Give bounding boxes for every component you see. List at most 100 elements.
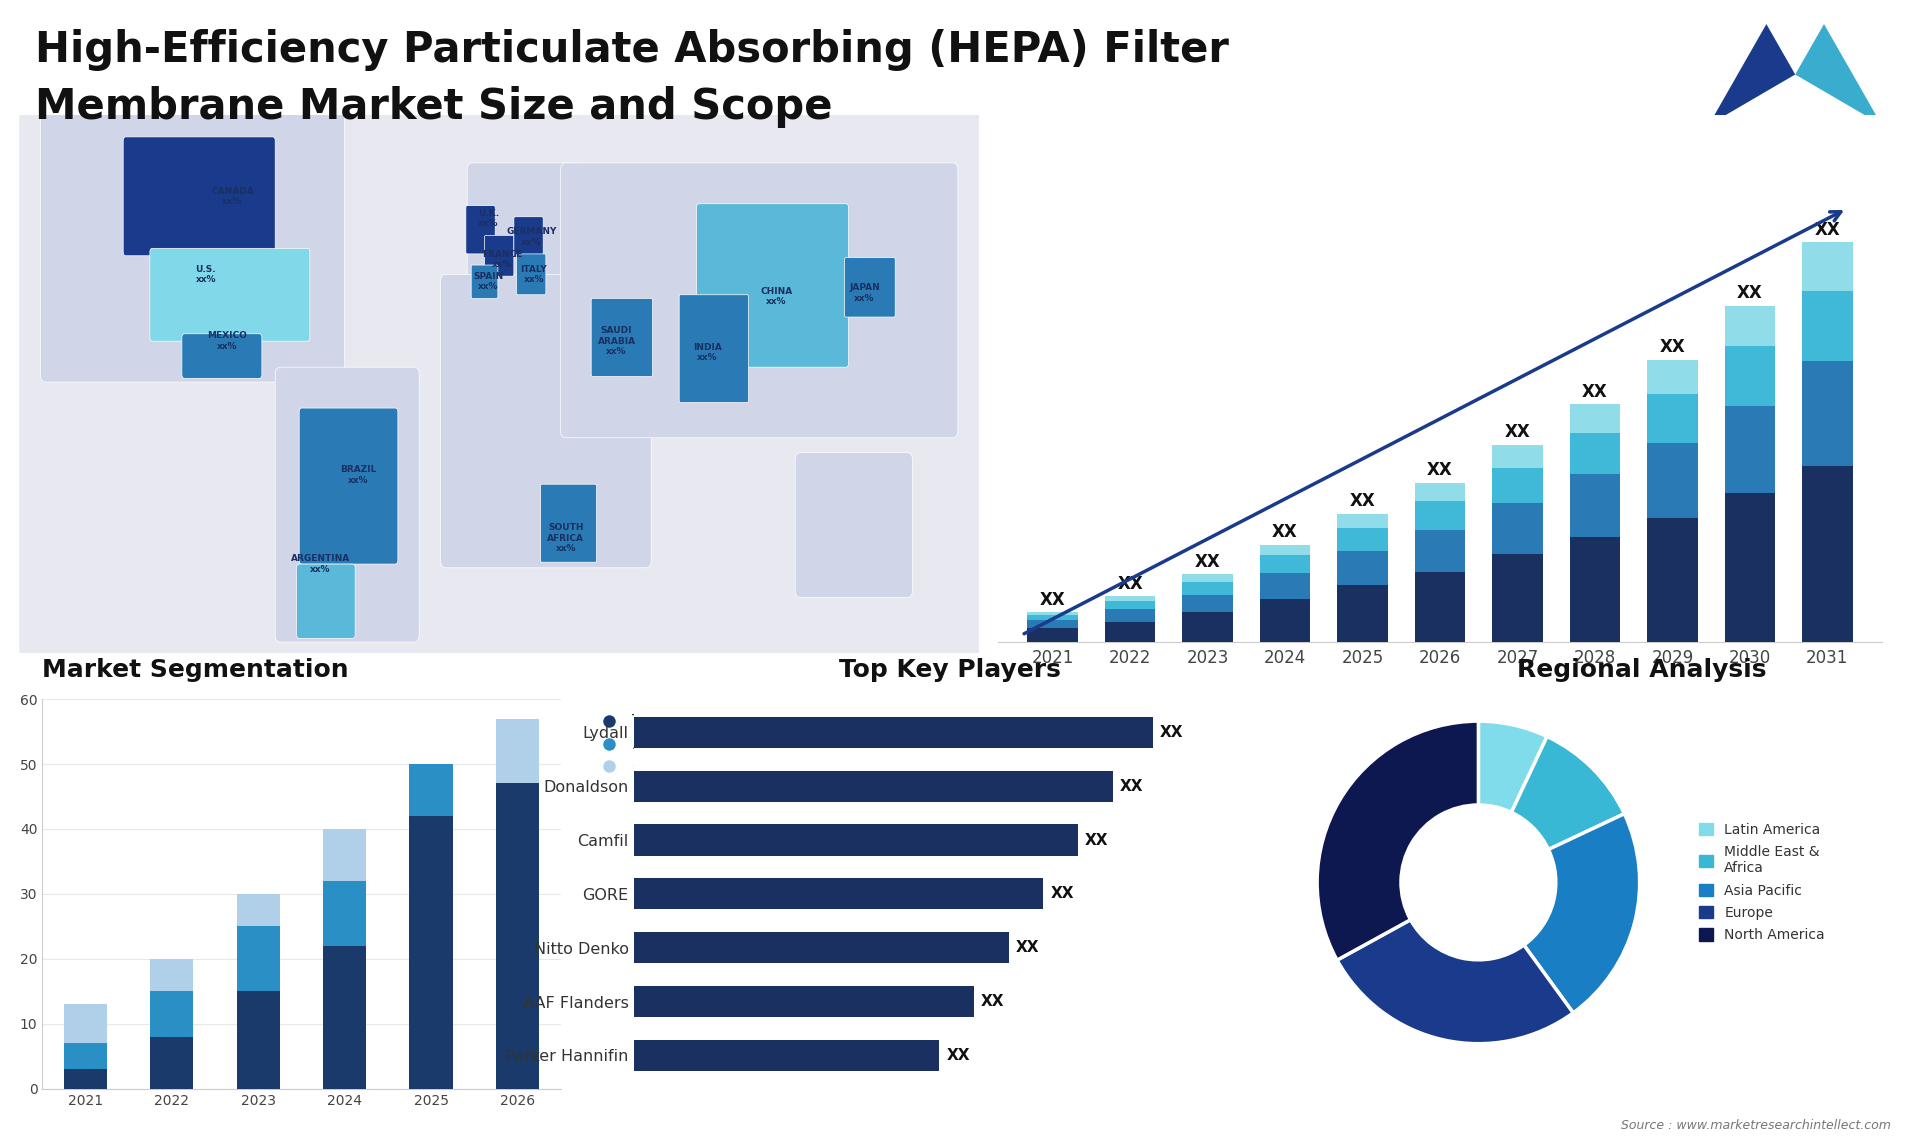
Bar bbox=[1104, 610, 1156, 621]
Text: XX: XX bbox=[1582, 383, 1607, 401]
Text: XX: XX bbox=[1041, 590, 1066, 609]
Text: U.K.
xx%: U.K. xx% bbox=[478, 209, 499, 228]
Bar bbox=[1492, 468, 1542, 503]
Bar bbox=[1104, 602, 1156, 610]
Text: Regional Analysis: Regional Analysis bbox=[1517, 658, 1766, 682]
Bar bbox=[634, 716, 1152, 748]
FancyBboxPatch shape bbox=[697, 204, 849, 367]
Bar bbox=[1647, 360, 1697, 393]
FancyBboxPatch shape bbox=[40, 108, 344, 382]
Wedge shape bbox=[1317, 721, 1478, 960]
FancyBboxPatch shape bbox=[467, 163, 584, 308]
Wedge shape bbox=[1511, 737, 1624, 849]
Bar bbox=[409, 764, 453, 816]
Bar bbox=[1647, 393, 1697, 444]
Bar bbox=[323, 881, 367, 945]
Bar bbox=[1183, 612, 1233, 642]
Text: U.S.
xx%: U.S. xx% bbox=[196, 265, 217, 284]
Text: Market Segmentation: Market Segmentation bbox=[42, 658, 349, 682]
Text: High-Efficiency Particulate Absorbing (HEPA) Filter: High-Efficiency Particulate Absorbing (H… bbox=[35, 29, 1229, 71]
Bar bbox=[1724, 346, 1776, 406]
FancyBboxPatch shape bbox=[19, 115, 979, 653]
Text: XX: XX bbox=[1273, 524, 1298, 541]
Wedge shape bbox=[1524, 814, 1640, 1013]
FancyBboxPatch shape bbox=[275, 367, 419, 642]
Bar bbox=[1183, 574, 1233, 582]
Bar bbox=[1415, 502, 1465, 529]
FancyBboxPatch shape bbox=[484, 235, 515, 276]
Bar bbox=[1492, 503, 1542, 554]
Bar bbox=[1803, 243, 1853, 291]
Bar bbox=[1571, 405, 1620, 433]
Bar bbox=[63, 1004, 108, 1043]
Bar bbox=[1647, 518, 1697, 642]
Legend: Type, Application, Geography: Type, Application, Geography bbox=[593, 714, 718, 775]
Bar bbox=[1724, 306, 1776, 346]
Bar bbox=[63, 1043, 108, 1069]
Bar bbox=[634, 932, 1008, 964]
Bar bbox=[634, 986, 973, 1018]
Bar bbox=[1338, 528, 1388, 551]
Text: XX: XX bbox=[1050, 886, 1073, 902]
Bar bbox=[1803, 291, 1853, 361]
Bar bbox=[1260, 573, 1309, 598]
Bar bbox=[634, 878, 1043, 910]
Bar bbox=[236, 991, 280, 1089]
Text: XX: XX bbox=[1814, 221, 1839, 240]
Bar bbox=[1571, 536, 1620, 642]
Bar bbox=[1803, 361, 1853, 466]
Bar bbox=[1415, 482, 1465, 502]
Text: BRAZIL
xx%: BRAZIL xx% bbox=[340, 465, 376, 485]
Text: ARGENTINA
xx%: ARGENTINA xx% bbox=[292, 555, 349, 574]
Bar bbox=[1027, 620, 1077, 628]
Wedge shape bbox=[1478, 721, 1548, 813]
Bar bbox=[1571, 433, 1620, 474]
Bar bbox=[1338, 513, 1388, 528]
Bar bbox=[1571, 474, 1620, 536]
Bar bbox=[495, 784, 540, 1089]
Bar bbox=[1803, 466, 1853, 642]
Text: SAUDI
ARABIA
xx%: SAUDI ARABIA xx% bbox=[597, 327, 636, 356]
FancyBboxPatch shape bbox=[123, 136, 275, 256]
Bar bbox=[1260, 544, 1309, 556]
Polygon shape bbox=[1709, 24, 1795, 125]
FancyBboxPatch shape bbox=[300, 408, 397, 564]
Bar bbox=[1415, 529, 1465, 572]
Bar bbox=[1338, 551, 1388, 586]
Bar bbox=[63, 1069, 108, 1089]
FancyBboxPatch shape bbox=[795, 453, 912, 597]
Text: XX: XX bbox=[1160, 725, 1183, 740]
FancyBboxPatch shape bbox=[845, 258, 895, 317]
Text: XX: XX bbox=[1117, 574, 1142, 592]
FancyBboxPatch shape bbox=[182, 333, 261, 378]
Text: Source : www.marketresearchintellect.com: Source : www.marketresearchintellect.com bbox=[1620, 1120, 1891, 1132]
Bar bbox=[1104, 621, 1156, 642]
Bar bbox=[634, 1039, 939, 1072]
Text: XX: XX bbox=[947, 1047, 970, 1062]
Text: XX: XX bbox=[1350, 493, 1375, 510]
FancyBboxPatch shape bbox=[541, 485, 597, 563]
Bar bbox=[1415, 572, 1465, 642]
Text: CANADA
xx%: CANADA xx% bbox=[211, 187, 253, 206]
Bar bbox=[236, 894, 280, 926]
Text: RESEARCH: RESEARCH bbox=[1761, 165, 1830, 179]
Text: FRANCE
xx%: FRANCE xx% bbox=[482, 250, 522, 269]
Bar bbox=[1647, 444, 1697, 518]
Text: XX: XX bbox=[1194, 552, 1221, 571]
FancyBboxPatch shape bbox=[680, 295, 749, 402]
Bar bbox=[634, 770, 1112, 802]
Bar bbox=[1027, 614, 1077, 620]
Bar bbox=[150, 991, 194, 1037]
Text: SPAIN
xx%: SPAIN xx% bbox=[474, 272, 503, 291]
Text: CHINA
xx%: CHINA xx% bbox=[760, 286, 793, 306]
FancyBboxPatch shape bbox=[440, 274, 651, 567]
Text: INDIA
xx%: INDIA xx% bbox=[693, 343, 722, 362]
Bar bbox=[1027, 612, 1077, 614]
Bar bbox=[1492, 445, 1542, 468]
Text: XX: XX bbox=[1119, 779, 1142, 794]
Text: GERMANY
xx%: GERMANY xx% bbox=[507, 228, 557, 246]
Bar bbox=[634, 824, 1077, 856]
Bar bbox=[1724, 406, 1776, 493]
FancyBboxPatch shape bbox=[470, 265, 497, 298]
Bar bbox=[1104, 596, 1156, 602]
